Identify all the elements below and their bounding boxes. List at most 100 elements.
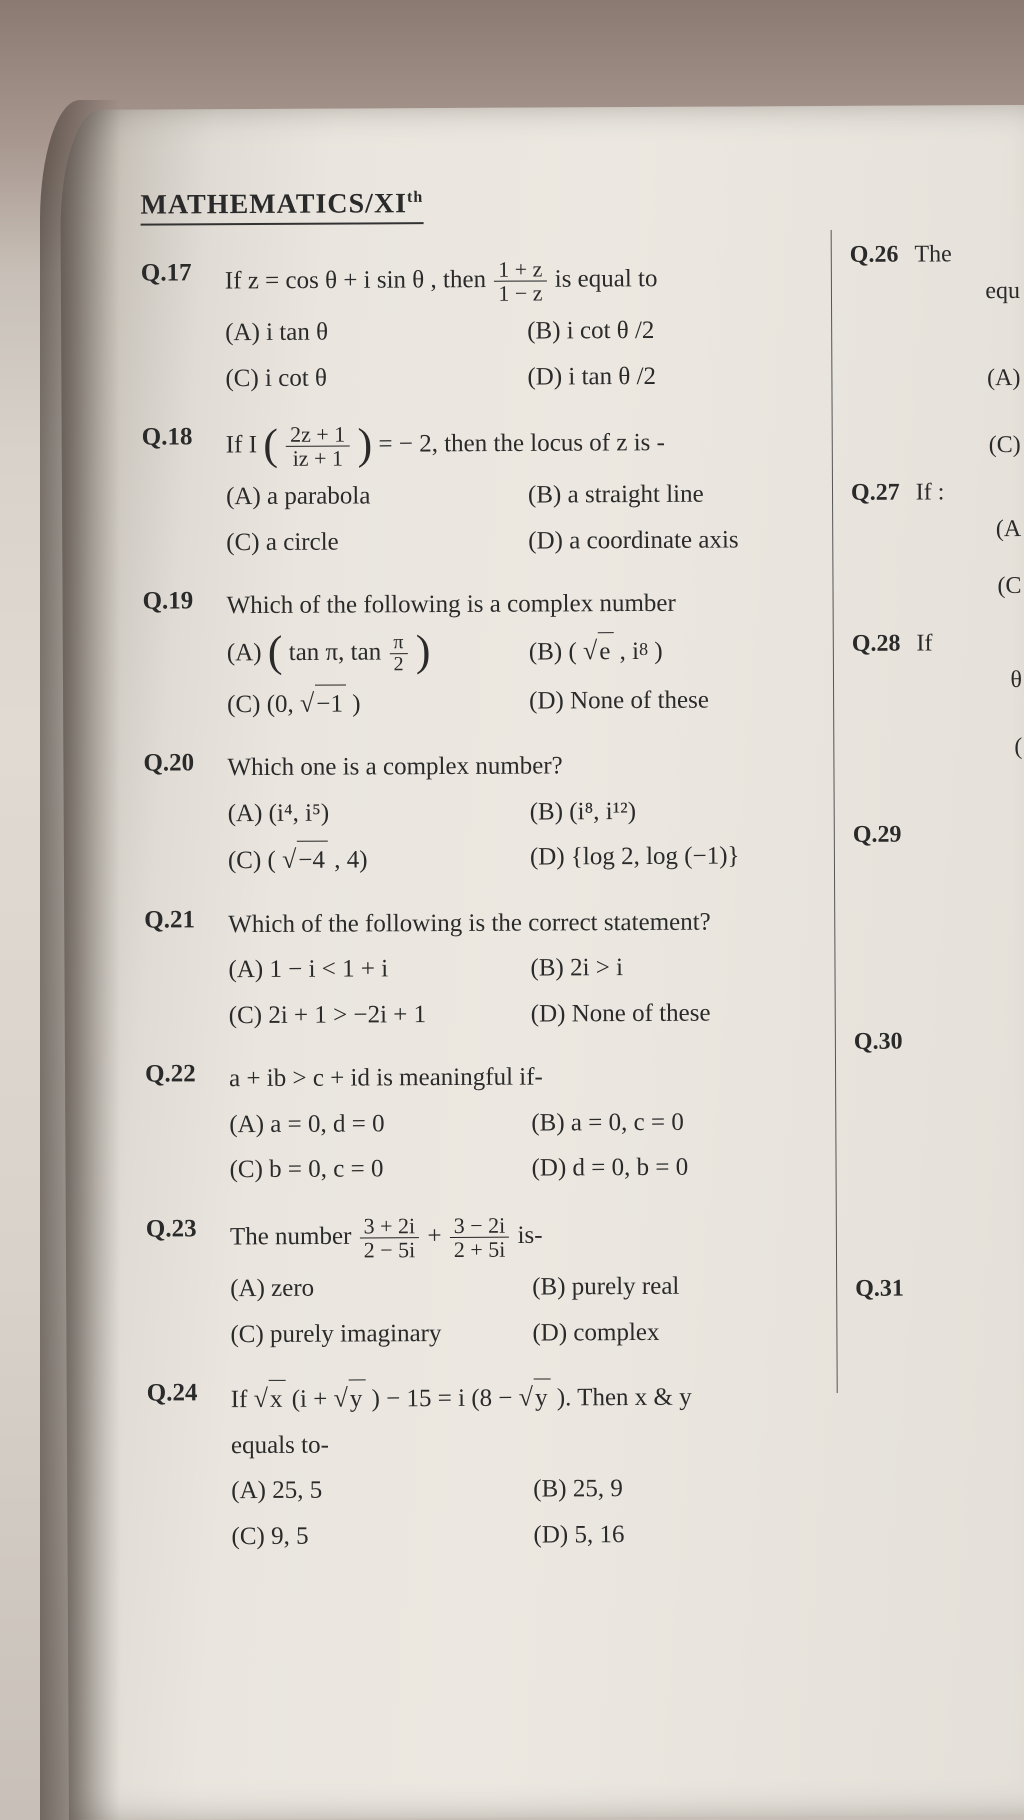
paren-close: ) <box>357 419 372 468</box>
right-frag: ( <box>852 734 1022 762</box>
right-frag: (C) <box>851 432 1021 460</box>
rq-num: Q.26 <box>850 242 899 269</box>
q-body: If I ( 2z + 1 iz + 1 ) = − 2, then the l… <box>226 420 813 561</box>
q-number: Q.24 <box>147 1379 209 1407</box>
opt-c: (C) 2i + 1 > −2i + 1 <box>229 996 513 1035</box>
q-number: Q.21 <box>144 906 206 934</box>
fraction-1: 3 + 2i 2 − 5i <box>358 1214 422 1262</box>
book-page: MATHEMATICS/XIth Q.17 If z = cos θ + i s… <box>60 105 1024 1820</box>
mid1: (i + <box>285 1386 333 1413</box>
paren-open: ( <box>263 420 278 469</box>
q-stem: a + ib > c + id is meaningful if- <box>229 1057 815 1098</box>
opt-d: (D) complex <box>532 1313 816 1352</box>
q-number: Q.18 <box>142 423 204 451</box>
opt-b: (B) a = 0, c = 0 <box>531 1103 815 1142</box>
opt-c: (C) 9, 5 <box>231 1516 515 1555</box>
right-q27: Q.27 If : <box>851 479 1021 507</box>
q-stem: Which one is a complex number? <box>227 746 813 787</box>
frac-num: 1 + z <box>494 257 546 281</box>
fraction: 2z + 1 iz + 1 <box>284 423 351 471</box>
q-body: a + ib > c + id is meaningful if- (A) a … <box>229 1057 816 1189</box>
opt-b-close: ) <box>648 638 663 665</box>
root: e <box>598 632 613 671</box>
fraction-2: 3 − 2i 2 + 5i <box>448 1214 512 1262</box>
opt-a: (A) (i⁴, i⁵) <box>228 794 512 833</box>
stem-pre: If z = cos θ + i sin θ , then <box>225 266 493 294</box>
radical-icon: √ <box>300 689 314 718</box>
options: (A) a parabola (B) a straight line (C) a… <box>226 475 812 561</box>
opt-b: (B) purely real <box>532 1267 816 1306</box>
opt-d: (D) d = 0, b = 0 <box>531 1148 815 1187</box>
opt-b: (B) (i⁸, i¹²) <box>530 792 814 831</box>
stem-post: is- <box>517 1222 542 1249</box>
opt-a: (A) ( tan π, tan π 2 ) <box>227 632 511 676</box>
frac-den: iz + 1 <box>286 447 349 470</box>
opt-d: (D) 5, 16 <box>533 1515 817 1554</box>
opt-c: (C) b = 0, c = 0 <box>229 1150 513 1189</box>
root: −4 <box>297 841 328 880</box>
frac-num: 2z + 1 <box>286 423 349 447</box>
right-frag: θ <box>852 667 1022 695</box>
opt-a-inner: tan π, tan <box>289 638 382 665</box>
question-21: Q.21 Which of the following is the corre… <box>144 903 815 1035</box>
q-body: If z = cos θ + i sin θ , then 1 + z 1 − … <box>225 256 812 397</box>
paren-close: ) <box>416 626 431 675</box>
q-body: Which of the following is the correct st… <box>228 903 815 1035</box>
opt-b: (B) i cot θ /2 <box>527 311 811 350</box>
stem-post: is equal to <box>555 265 658 293</box>
fraction: 1 + z 1 − z <box>492 257 548 304</box>
plus: + <box>427 1222 448 1249</box>
stem-pre: If <box>231 1386 254 1413</box>
options: (A) zero (B) purely real (C) purely imag… <box>230 1267 816 1353</box>
q-stem: If z = cos θ + i sin θ , then 1 + z 1 − … <box>225 256 811 306</box>
header-text: MATHEMATICS/XI <box>140 188 407 220</box>
opt-b-pre: (B) ( <box>529 638 583 665</box>
right-frag: (A <box>851 516 1021 544</box>
radical-icon: √ <box>519 1383 533 1412</box>
opt-b: (B) 25, 9 <box>533 1469 817 1508</box>
opt-c: (C) i cot θ <box>225 358 509 397</box>
question-23: Q.23 The number 3 + 2i 2 − 5i + 3 − 2i 2… <box>146 1212 817 1354</box>
q-number: Q.22 <box>145 1061 207 1089</box>
right-frag: (C <box>851 573 1021 601</box>
question-18: Q.18 If I ( 2z + 1 iz + 1 ) = − 2, then … <box>142 420 813 562</box>
opt-d: (D) a coordinate axis <box>528 521 812 560</box>
page-header: MATHEMATICS/XIth <box>140 188 423 225</box>
root: y <box>349 1379 366 1418</box>
columns: Q.17 If z = cos θ + i sin θ , then 1 + z… <box>141 229 1024 1556</box>
right-frag: equ <box>850 278 1020 306</box>
opt-c: (C) a circle <box>226 523 510 562</box>
stem-post: ). Then x & y <box>550 1384 691 1412</box>
stem-post: = − 2, then the locus of z is - <box>378 429 665 457</box>
frac-den: 1 − z <box>494 282 546 305</box>
stem-line2: equals to- <box>231 1424 817 1465</box>
frac-den: 2 + 5i <box>450 1238 510 1261</box>
opt-a: (A) 1 − i < 1 + i <box>228 950 512 989</box>
rq-text: The <box>914 241 951 268</box>
right-frag: (A) <box>850 365 1020 393</box>
opt-b-sup: 8 <box>639 639 648 659</box>
header-sup: th <box>407 189 423 206</box>
opt-c-pre: (C) ( <box>228 847 282 874</box>
q-stem: If √x (i + √y ) − 15 = i (8 − √y ). Then… <box>231 1376 817 1419</box>
root: y <box>534 1379 551 1418</box>
options: (A) a = 0, d = 0 (B) a = 0, c = 0 (C) b … <box>229 1103 815 1189</box>
frac-den: 2 − 5i <box>360 1238 420 1261</box>
q-number: Q.20 <box>143 750 205 778</box>
frac-num: 3 − 2i <box>450 1214 510 1238</box>
fraction: π 2 <box>387 632 409 675</box>
q-stem: Which of the following is the correct st… <box>228 903 814 944</box>
q-body: Which one is a complex number? (A) (i⁴, … <box>227 746 814 880</box>
q-number: Q.19 <box>143 588 205 616</box>
rq-num: Q.31 <box>855 1276 904 1303</box>
rq-num: Q.27 <box>851 480 900 507</box>
opt-a: (A) a parabola <box>226 477 510 516</box>
question-17: Q.17 If z = cos θ + i sin θ , then 1 + z… <box>141 256 812 398</box>
options: (A) 1 − i < 1 + i (B) 2i > i (C) 2i + 1 … <box>228 948 814 1034</box>
opt-c-post: ) <box>346 690 361 717</box>
q-body: If √x (i + √y ) − 15 = i (8 − √y ). Then… <box>231 1376 818 1555</box>
question-20: Q.20 Which one is a complex number? (A) … <box>143 746 814 880</box>
root: −1 <box>315 684 346 723</box>
right-q30: Q.30 <box>854 1028 1024 1056</box>
opt-a: (A) a = 0, d = 0 <box>229 1105 513 1144</box>
